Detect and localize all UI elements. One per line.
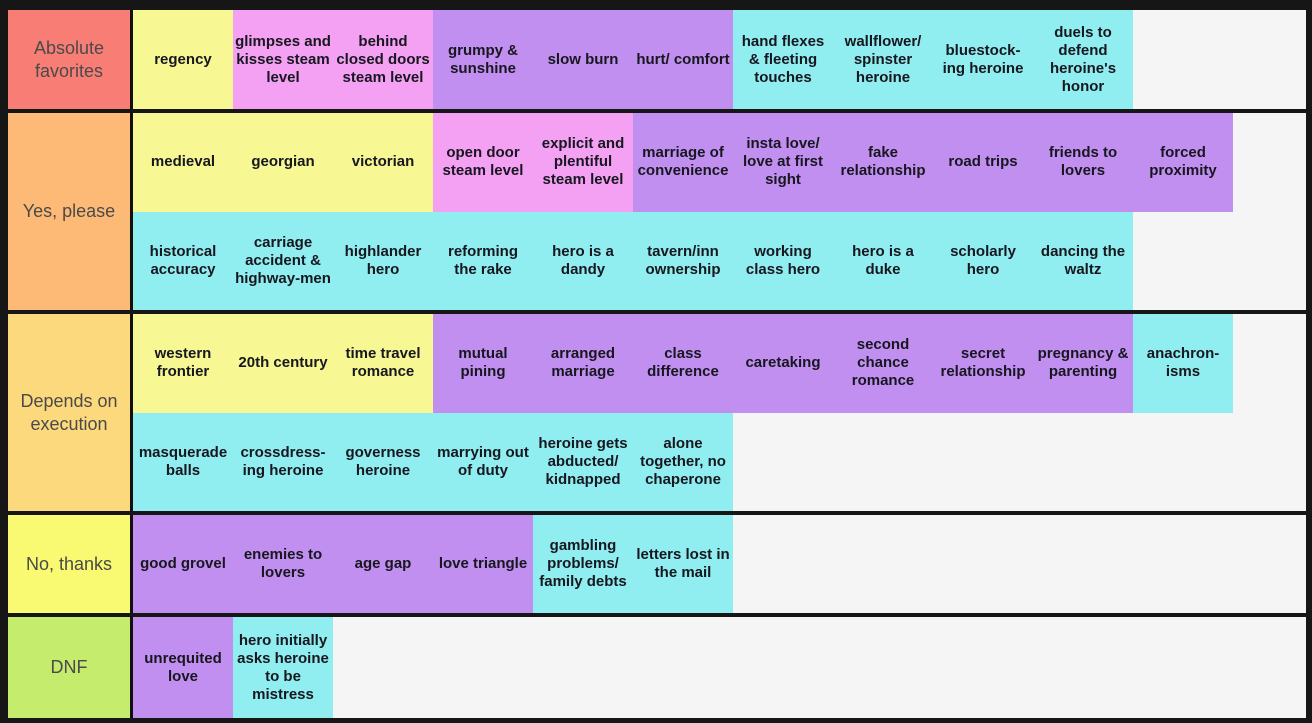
trope-cell[interactable]: enemies to lovers (233, 515, 333, 613)
trope-cell[interactable]: dancing the waltz (1033, 211, 1133, 310)
tier-label: Absolute favorites (8, 10, 133, 109)
tier-line: regency glimpses and kisses steam level be… (133, 10, 1306, 109)
trope-cell[interactable]: wallflower/ spinster heroine (833, 10, 933, 109)
trope-cell[interactable]: fake relationship (833, 113, 933, 212)
tier-track: unrequited love hero initially asks heroi… (133, 617, 1306, 718)
trope-cell[interactable]: forced proximity (1133, 113, 1233, 212)
trope-cell[interactable]: hand flexes & fleeting touches (733, 10, 833, 109)
trope-cell[interactable]: 20th century (233, 314, 333, 413)
trope-cell[interactable]: secret relationship (933, 314, 1033, 413)
trope-cell[interactable]: road trips (933, 113, 1033, 212)
trope-cell[interactable]: western frontier (133, 314, 233, 413)
trope-cell[interactable]: hurt/ comfort (633, 10, 733, 109)
trope-cell[interactable]: glimpses and kisses steam level (233, 10, 333, 109)
trope-cell[interactable]: pregnancy & parenting (1033, 314, 1133, 413)
trope-cell[interactable]: friends to lovers (1033, 113, 1133, 212)
tier-track: regency glimpses and kisses steam level be… (133, 10, 1306, 109)
trope-cell[interactable]: anachron-isms (1133, 314, 1233, 413)
trope-cell[interactable]: open door steam level (433, 113, 533, 212)
trope-cell[interactable]: working class hero (733, 211, 833, 310)
tier-track: medieval georgian victorian open door steam… (133, 113, 1306, 310)
trope-cell[interactable]: victorian (333, 113, 433, 212)
trope-cell[interactable]: arranged marriage (533, 314, 633, 413)
trope-cell[interactable]: love triangle (433, 515, 533, 613)
trope-cell[interactable]: crossdress-ing heroine (233, 412, 333, 511)
trope-cell[interactable]: caretaking (733, 314, 833, 413)
tier-list-board: Absolute favorites regency glimpses and ki… (8, 10, 1306, 722)
trope-cell[interactable]: tavern/inn ownership (633, 211, 733, 310)
trope-cell[interactable]: mutual pining (433, 314, 533, 413)
trope-cell[interactable]: class difference (633, 314, 733, 413)
trope-cell[interactable]: age gap (333, 515, 433, 613)
tier-line: western frontier 20th century time travel … (133, 314, 1306, 413)
trope-cell[interactable]: regency (133, 10, 233, 109)
trope-cell[interactable]: highlander hero (333, 211, 433, 310)
trope-cell[interactable]: marriage of convenience (633, 113, 733, 212)
trope-cell[interactable]: scholarly hero (933, 211, 1033, 310)
tier-label: Depends on execution (8, 314, 133, 511)
trope-cell[interactable]: carriage accident & highway-men (233, 211, 333, 310)
tier-row-2: Depends on execution western frontier 20th… (8, 314, 1306, 511)
trope-cell[interactable]: second chance romance (833, 314, 933, 413)
trope-cell[interactable]: masquerade balls (133, 412, 233, 511)
tier-row-1: Yes, please medieval georgian victorian open… (8, 113, 1306, 310)
trope-cell[interactable]: duels to defend heroine's honor (1033, 10, 1133, 109)
trope-cell[interactable]: behind closed doors steam level (333, 10, 433, 109)
trope-cell[interactable]: hero is a duke (833, 211, 933, 310)
trope-cell[interactable]: historical accuracy (133, 211, 233, 310)
tier-label: Yes, please (8, 113, 133, 310)
tier-line: masquerade balls crossdress-ing heroine go… (133, 412, 1306, 511)
trope-cell[interactable]: gambling problems/ family debts (533, 515, 633, 613)
trope-cell[interactable]: explicit and plentiful steam level (533, 113, 633, 212)
tier-row-4: DNF unrequited love hero initially asks he… (8, 617, 1306, 718)
trope-cell[interactable]: unrequited love (133, 617, 233, 718)
tier-line: historical accuracy carriage accident & h… (133, 211, 1306, 310)
trope-cell[interactable]: georgian (233, 113, 333, 212)
trope-cell[interactable]: good grovel (133, 515, 233, 613)
tier-line: unrequited love hero initially asks heroi… (133, 617, 1306, 718)
trope-cell[interactable]: heroine gets abducted/ kidnapped (533, 412, 633, 511)
trope-cell[interactable]: grumpy & sunshine (433, 10, 533, 109)
trope-cell[interactable]: hero initially asks heroine to be mistre… (233, 617, 333, 718)
trope-cell[interactable]: hero is a dandy (533, 211, 633, 310)
trope-cell[interactable]: time travel romance (333, 314, 433, 413)
tier-track: good grovel enemies to lovers age gap love … (133, 515, 1306, 613)
trope-cell[interactable]: reforming the rake (433, 211, 533, 310)
tier-line: good grovel enemies to lovers age gap love … (133, 515, 1306, 613)
trope-cell[interactable]: governess heroine (333, 412, 433, 511)
trope-cell[interactable]: alone together, no chaperone (633, 412, 733, 511)
trope-cell[interactable]: marrying out of duty (433, 412, 533, 511)
tier-track: western frontier 20th century time travel … (133, 314, 1306, 511)
trope-cell[interactable]: letters lost in the mail (633, 515, 733, 613)
tier-row-3: No, thanks good grovel enemies to lovers ag… (8, 515, 1306, 613)
trope-cell[interactable]: insta love/ love at first sight (733, 113, 833, 212)
tier-label: DNF (8, 617, 133, 718)
tier-label: No, thanks (8, 515, 133, 613)
trope-cell[interactable]: slow burn (533, 10, 633, 109)
trope-cell[interactable]: bluestock-ing heroine (933, 10, 1033, 109)
tier-row-0: Absolute favorites regency glimpses and ki… (8, 10, 1306, 109)
trope-cell[interactable]: medieval (133, 113, 233, 212)
tier-line: medieval georgian victorian open door steam… (133, 113, 1306, 212)
